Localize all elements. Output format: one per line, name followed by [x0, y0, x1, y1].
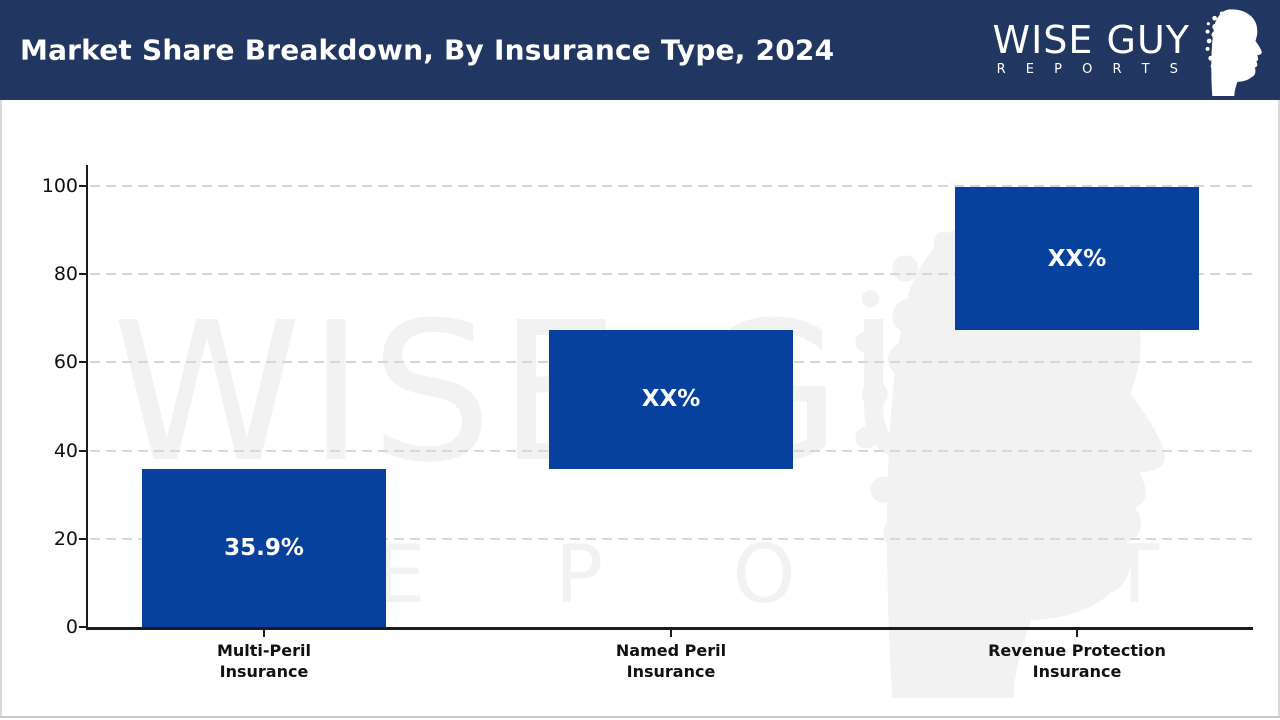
x-axis-line	[86, 627, 1253, 630]
y-tick-mark	[79, 626, 86, 628]
y-tick-label: 0	[65, 616, 78, 638]
x-category-label: Named Peril Insurance	[615, 641, 727, 681]
y-tick-mark	[79, 537, 86, 540]
y-tick-mark	[79, 185, 86, 187]
page-title: Market Share Breakdown, By Insurance Typ…	[20, 33, 835, 67]
grid-line	[90, 273, 1253, 276]
wiseguy-face-icon	[1205, 9, 1262, 96]
grid-line	[90, 185, 1253, 187]
x-tick-mark	[263, 630, 265, 637]
y-tick-label: 40	[53, 439, 78, 462]
y-tick-label: 20	[53, 527, 78, 550]
y-tick-mark	[79, 449, 86, 452]
wiseguy-logo-text: WISE GUY R E P O R T S	[993, 20, 1190, 77]
y-tick-label: 60	[53, 351, 78, 374]
wiseguy-logo: WISE GUY R E P O R T S	[993, 6, 1268, 96]
left-edge-line	[0, 100, 2, 718]
x-category-label: Multi-Peril Insurance	[216, 641, 311, 681]
x-tick-mark	[1076, 630, 1078, 637]
bar	[142, 468, 386, 627]
y-tick-label: 100	[41, 175, 78, 197]
header-bar: Market Share Breakdown, By Insurance Typ…	[0, 0, 1280, 100]
x-tick-mark	[670, 630, 672, 637]
grid-line	[90, 537, 1253, 540]
right-edge-line	[1278, 100, 1280, 718]
y-axis-line	[86, 165, 88, 630]
bottom-edge-line	[0, 716, 1280, 718]
bar-label: XX%	[641, 386, 701, 413]
x-category-label: Revenue Protection Insurance	[988, 641, 1166, 681]
wiseguy-logo-sub: R E P O R T S	[996, 62, 1186, 77]
y-tick-mark	[79, 361, 86, 364]
y-tick-label: 80	[53, 263, 78, 286]
y-tick-mark	[79, 273, 86, 276]
bar-label: XX%	[1047, 245, 1107, 272]
wiseguy-logo-name: WISE GUY	[992, 18, 1190, 62]
bar-label: 35.9%	[224, 534, 304, 561]
bar	[549, 330, 793, 469]
